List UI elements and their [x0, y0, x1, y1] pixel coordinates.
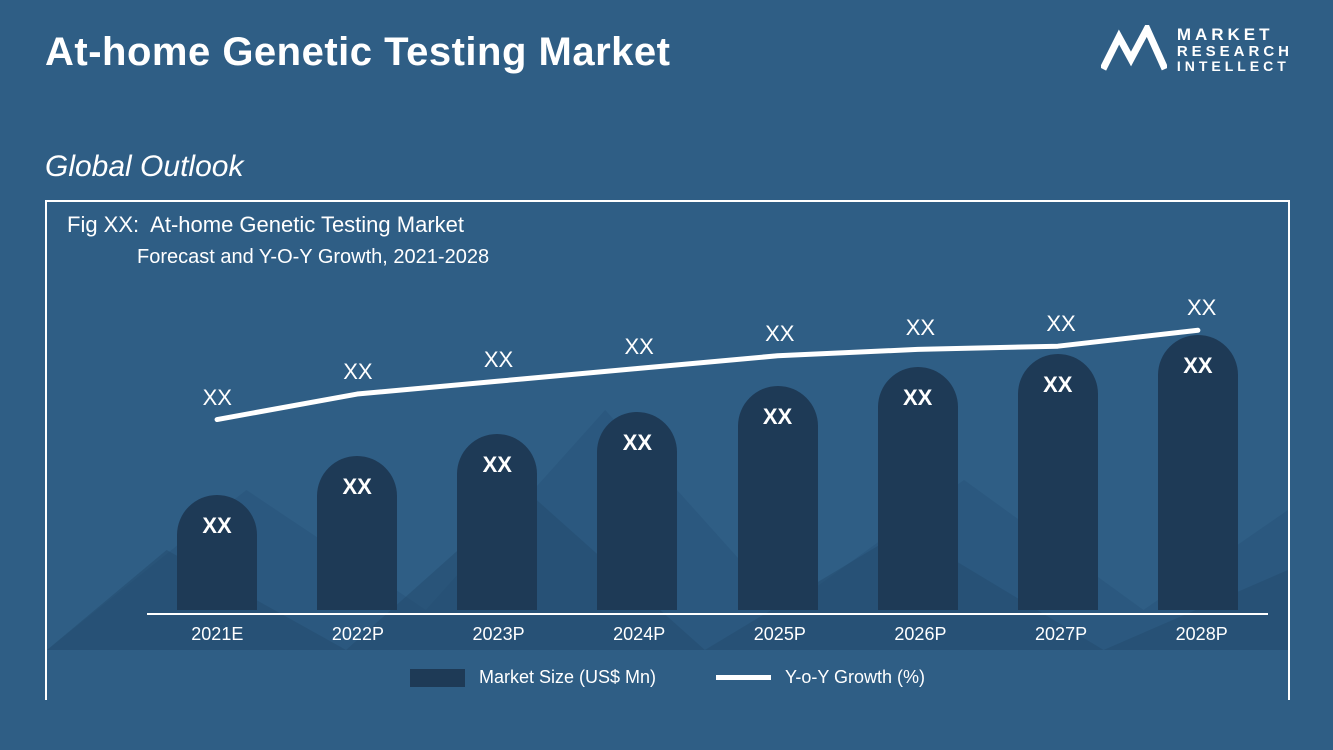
- logo-line1: MARKET: [1177, 26, 1293, 44]
- x-tick: 2028P: [1176, 624, 1228, 645]
- line-label: XX: [484, 347, 513, 373]
- chart-frame: Fig XX: At-home Genetic Testing Market F…: [45, 200, 1290, 700]
- legend-line-label: Y-o-Y Growth (%): [785, 667, 925, 688]
- bar-value: XX: [317, 474, 397, 500]
- logo-mark-icon: [1101, 25, 1167, 75]
- figure-title: At-home Genetic Testing Market: [150, 212, 464, 237]
- bar-group: XX: [708, 386, 848, 610]
- bar: XX: [317, 456, 397, 610]
- bar-group: XX: [848, 367, 988, 610]
- bar: XX: [597, 412, 677, 610]
- bar-value: XX: [457, 452, 537, 478]
- bar: XX: [878, 367, 958, 610]
- bar-group: XX: [287, 456, 427, 610]
- bar-swatch-icon: [410, 669, 465, 687]
- bar-group: XX: [567, 412, 707, 610]
- line-label: XX: [203, 385, 232, 411]
- logo-text: MARKET RESEARCH INTELLECT: [1177, 26, 1293, 74]
- bar-group: XX: [427, 434, 567, 610]
- figure-subtitle: Forecast and Y-O-Y Growth, 2021-2028: [137, 246, 489, 269]
- x-tick: 2021E: [191, 624, 243, 645]
- x-tick: 2027P: [1035, 624, 1087, 645]
- line-label: XX: [1187, 295, 1216, 321]
- line-label: XX: [1046, 311, 1075, 337]
- line-label: XX: [906, 315, 935, 341]
- line-swatch-icon: [716, 675, 771, 680]
- figure-label: Fig XX: At-home Genetic Testing Market: [67, 212, 464, 238]
- x-tick: 2025P: [754, 624, 806, 645]
- legend-line: Y-o-Y Growth (%): [716, 667, 925, 688]
- x-tick: 2023P: [473, 624, 525, 645]
- bar-value: XX: [597, 430, 677, 456]
- x-tick: 2026P: [894, 624, 946, 645]
- bar-value: XX: [1158, 353, 1238, 379]
- line-label: XX: [625, 334, 654, 360]
- x-tick: 2024P: [613, 624, 665, 645]
- legend-bar-label: Market Size (US$ Mn): [479, 667, 656, 688]
- bar-value: XX: [738, 404, 818, 430]
- bar-group: XX: [147, 495, 287, 610]
- page-title: At-home Genetic Testing Market: [45, 30, 670, 75]
- bar-value: XX: [177, 513, 257, 539]
- bar: XX: [457, 434, 537, 610]
- bar: XX: [738, 386, 818, 610]
- bar: XX: [177, 495, 257, 610]
- bar-group: XX: [1128, 335, 1268, 610]
- x-axis: [147, 613, 1268, 615]
- legend-bar: Market Size (US$ Mn): [410, 667, 656, 688]
- bar: XX: [1158, 335, 1238, 610]
- x-tick: 2022P: [332, 624, 384, 645]
- bar-value: XX: [1018, 372, 1098, 398]
- line-label: XX: [343, 359, 372, 385]
- figure-prefix: Fig XX:: [67, 212, 139, 237]
- brand-logo: MARKET RESEARCH INTELLECT: [1101, 25, 1293, 75]
- bar-group: XX: [988, 354, 1128, 610]
- line-label: XX: [765, 321, 794, 347]
- bar: XX: [1018, 354, 1098, 610]
- logo-line3: INTELLECT: [1177, 59, 1293, 74]
- page-subtitle: Global Outlook: [45, 150, 243, 184]
- logo-line2: RESEARCH: [1177, 44, 1293, 60]
- plot-area: XX XX XX XX XX XX XX XX: [147, 292, 1268, 610]
- chart-legend: Market Size (US$ Mn) Y-o-Y Growth (%): [47, 667, 1288, 688]
- bar-value: XX: [878, 385, 958, 411]
